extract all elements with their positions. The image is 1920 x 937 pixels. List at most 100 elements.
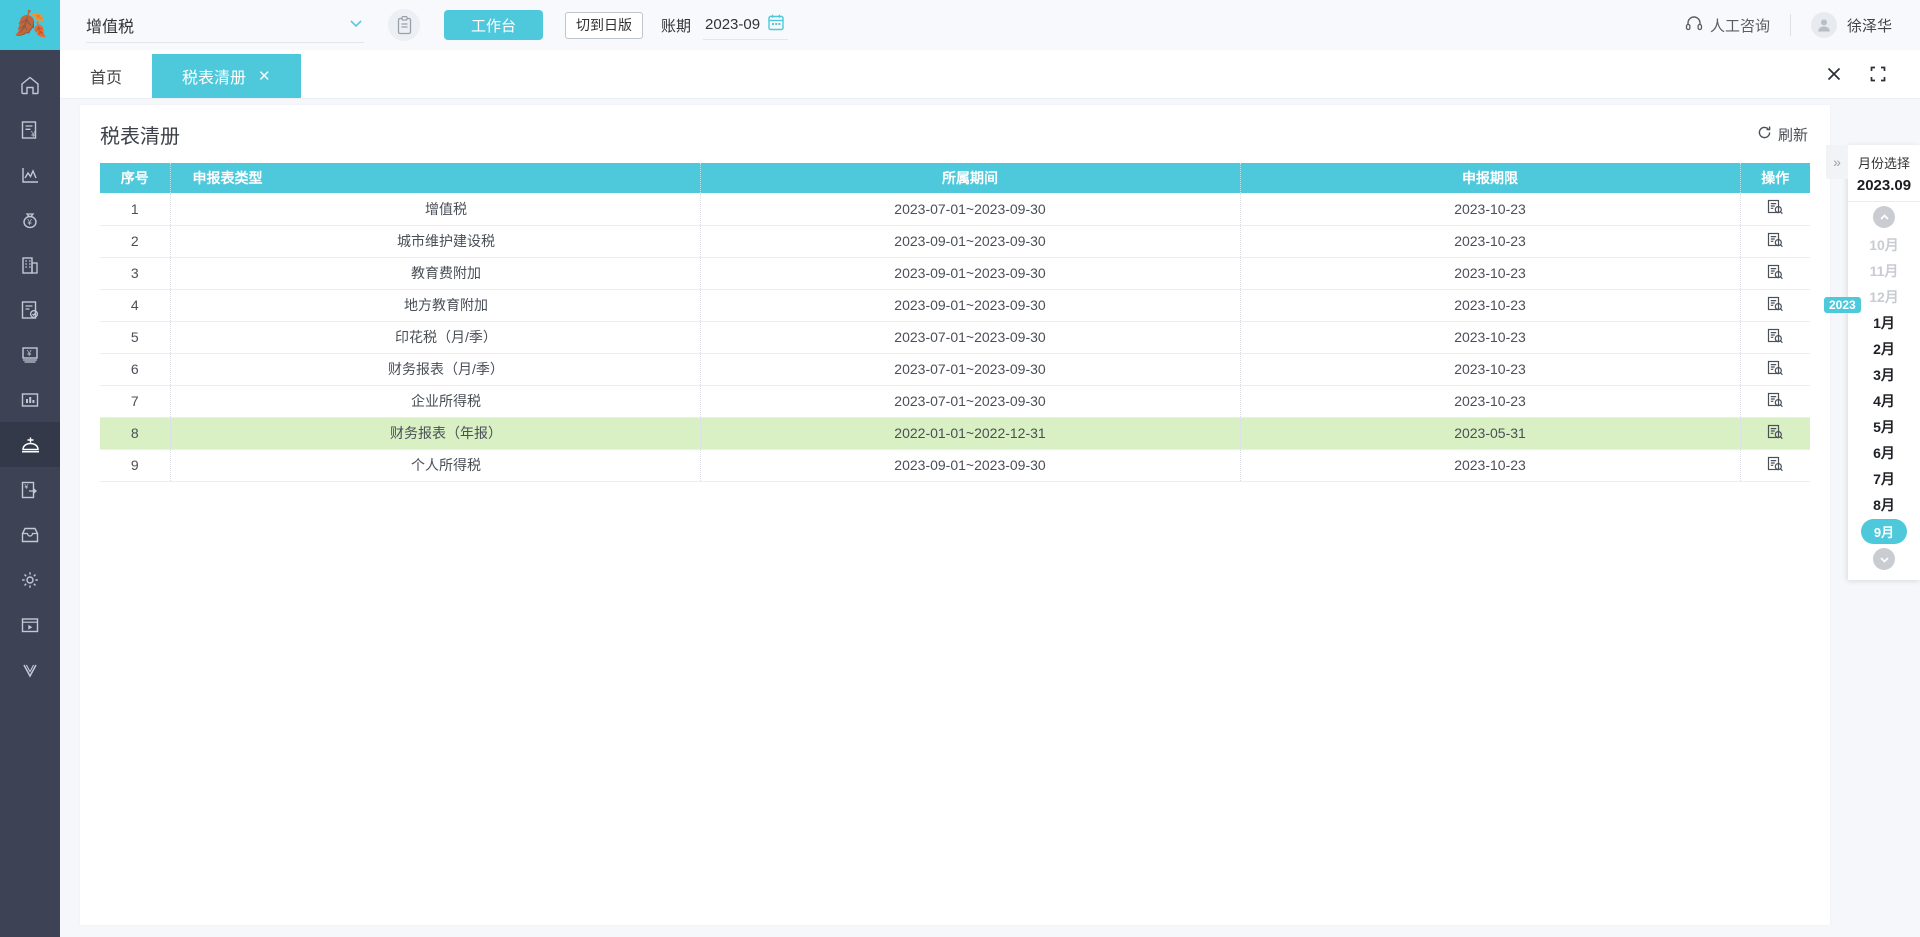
v-logo-icon	[19, 659, 41, 681]
month-item[interactable]: 10月	[1848, 232, 1920, 258]
table-row[interactable]: 2 城市维护建设税 2023-09-01~2023-09-30 2023-10-23	[100, 225, 1810, 258]
sidebar-item-home[interactable]	[0, 62, 60, 107]
tab-label: 税表清册	[182, 70, 247, 87]
doc-search-icon[interactable]	[1767, 296, 1784, 312]
month-item[interactable]: 11月	[1848, 258, 1920, 284]
month-panel-title: 月份选择	[1857, 156, 1910, 171]
sidebar-item-assets[interactable]	[0, 242, 60, 287]
cell-period: 2023-07-01~2023-09-30	[700, 321, 1241, 354]
table-row[interactable]: 3 教育费附加 2023-09-01~2023-09-30 2023-10-23	[100, 257, 1810, 290]
svg-text:¥: ¥	[26, 349, 32, 358]
month-item[interactable]: 1月	[1848, 310, 1920, 336]
col-type: 申报表类型	[170, 163, 701, 193]
month-list: 10月 11月 12月 1月 2月 3月 4月 5月 6月 7月 8月 9月	[1848, 232, 1920, 544]
sidebar-item-board[interactable]	[0, 377, 60, 422]
fullscreen-icon	[1869, 65, 1887, 88]
table-wrapper: 序号 申报表类型 所属期间 申报期限 操作 1 增值税 2023-07-01~202…	[80, 163, 1830, 482]
cell-action[interactable]	[1740, 449, 1810, 482]
sidebar-item-vlogo[interactable]	[0, 647, 60, 692]
close-icon[interactable]: ✕	[258, 68, 271, 85]
chevron-double-right-icon[interactable]: »	[1826, 145, 1848, 179]
month-label: 5月	[1873, 419, 1895, 435]
workbench-button[interactable]: 工作台	[444, 10, 544, 40]
doc-search-icon[interactable]	[1767, 392, 1784, 408]
sidebar-item-payment[interactable]: ¥	[0, 332, 60, 377]
month-item[interactable]: 5月	[1848, 414, 1920, 440]
chevron-down-circle-icon[interactable]	[1873, 548, 1895, 570]
doc-search-icon[interactable]	[1767, 456, 1784, 472]
month-item[interactable]: 6月	[1848, 440, 1920, 466]
col-deadline: 申报期限	[1240, 163, 1741, 193]
month-label: 3月	[1873, 367, 1895, 383]
table-row[interactable]: 4 地方教育附加 2023-09-01~2023-09-30 2023-10-23	[100, 289, 1810, 322]
refresh-button[interactable]: 刷新	[1757, 124, 1808, 145]
sidebar-item-archive[interactable]	[0, 512, 60, 557]
cell-action[interactable]	[1740, 225, 1810, 258]
cell-action[interactable]	[1740, 289, 1810, 322]
month-label: 7月	[1873, 471, 1895, 487]
sidebar-item-invoice[interactable]: ¥	[0, 107, 60, 152]
table-row[interactable]: 1 增值税 2023-07-01~2023-09-30 2023-10-23	[100, 193, 1810, 226]
sidebar-item-transfer[interactable]: ¥	[0, 467, 60, 512]
sidebar-item-video[interactable]	[0, 602, 60, 647]
col-action: 操作	[1740, 163, 1810, 193]
chevron-down-icon	[348, 15, 364, 34]
doc-search-icon[interactable]	[1767, 328, 1784, 344]
month-item[interactable]: 2月	[1848, 336, 1920, 362]
doc-search-icon[interactable]	[1767, 264, 1784, 280]
table-row[interactable]: 9 个人所得税 2023-09-01~2023-09-30 2023-10-23	[100, 449, 1810, 482]
month-item[interactable]: 8月	[1848, 492, 1920, 518]
clipboard-icon[interactable]	[388, 9, 420, 41]
cell-no: 6	[100, 353, 171, 386]
sidebar-item-checks[interactable]	[0, 287, 60, 332]
table-body: 1 增值税 2023-07-01~2023-09-30 2023-10-23 2 城市维护…	[100, 193, 1810, 482]
dashboard-icon	[19, 389, 41, 411]
sidebar-item-funds[interactable]: ¥	[0, 197, 60, 242]
tab-tax-register[interactable]: 税表清册 ✕	[152, 54, 301, 98]
table-header: 序号 申报表类型 所属期间 申报期限 操作	[100, 163, 1810, 193]
cell-action[interactable]	[1740, 193, 1810, 226]
table-row[interactable]: 7 企业所得税 2023-07-01~2023-09-30 2023-10-23	[100, 385, 1810, 418]
tab-home[interactable]: 首页	[60, 54, 152, 98]
doc-search-icon[interactable]	[1767, 232, 1784, 248]
sidebar-item-report[interactable]	[0, 152, 60, 197]
cell-action[interactable]	[1740, 385, 1810, 418]
table-row[interactable]: 6 财务报表（月/季） 2023-07-01~2023-09-30 2023-10-2…	[100, 353, 1810, 386]
content-card: 税表清册 刷新 序号 申报表类型 所属期间 申报期限 操作	[80, 105, 1830, 925]
tabbar-actions	[1812, 54, 1920, 98]
doc-search-icon[interactable]	[1767, 360, 1784, 376]
month-item[interactable]: 4月	[1848, 388, 1920, 414]
month-label: 2月	[1873, 341, 1895, 357]
sidebar-item-settings[interactable]	[0, 557, 60, 602]
inbox-icon	[19, 524, 41, 546]
table-row[interactable]: 5 印花税（月/季） 2023-07-01~2023-09-30 2023-10-23	[100, 321, 1810, 354]
cell-action[interactable]	[1740, 353, 1810, 386]
cell-period: 2023-09-01~2023-09-30	[700, 289, 1241, 322]
close-all-button[interactable]	[1812, 54, 1856, 98]
month-item[interactable]: 9月	[1848, 518, 1920, 544]
support-button[interactable]: 人工咨询	[1685, 14, 1770, 36]
cell-deadline: 2023-05-31	[1240, 417, 1741, 450]
cell-action[interactable]	[1740, 321, 1810, 354]
period-picker[interactable]: 2023-09	[703, 10, 789, 40]
doc-check-icon	[19, 299, 41, 321]
sidebar-item-tax[interactable]	[0, 422, 60, 467]
month-item[interactable]: 7月	[1848, 466, 1920, 492]
month-item[interactable]: 3月	[1848, 362, 1920, 388]
doc-search-icon[interactable]	[1767, 199, 1784, 215]
company-select[interactable]: 增值税	[86, 7, 364, 43]
switch-version-button[interactable]: 切到日版	[565, 11, 644, 39]
doc-search-icon[interactable]	[1767, 424, 1784, 440]
app-logo[interactable]: 🍂	[0, 0, 60, 50]
month-item[interactable]: 12月	[1848, 284, 1920, 310]
cell-no: 3	[100, 257, 171, 290]
cell-action[interactable]	[1740, 417, 1810, 450]
cell-action[interactable]	[1740, 257, 1810, 290]
support-label: 人工咨询	[1709, 17, 1770, 35]
fullscreen-button[interactable]	[1856, 54, 1900, 98]
divider	[1848, 201, 1920, 202]
chevron-up-circle-icon[interactable]	[1873, 206, 1895, 228]
user-avatar-icon[interactable]	[1810, 12, 1837, 38]
table-row[interactable]: 8 财务报表（年报） 2022-01-01~2022-12-31 2023-05-31	[100, 417, 1810, 450]
video-icon	[19, 614, 41, 636]
